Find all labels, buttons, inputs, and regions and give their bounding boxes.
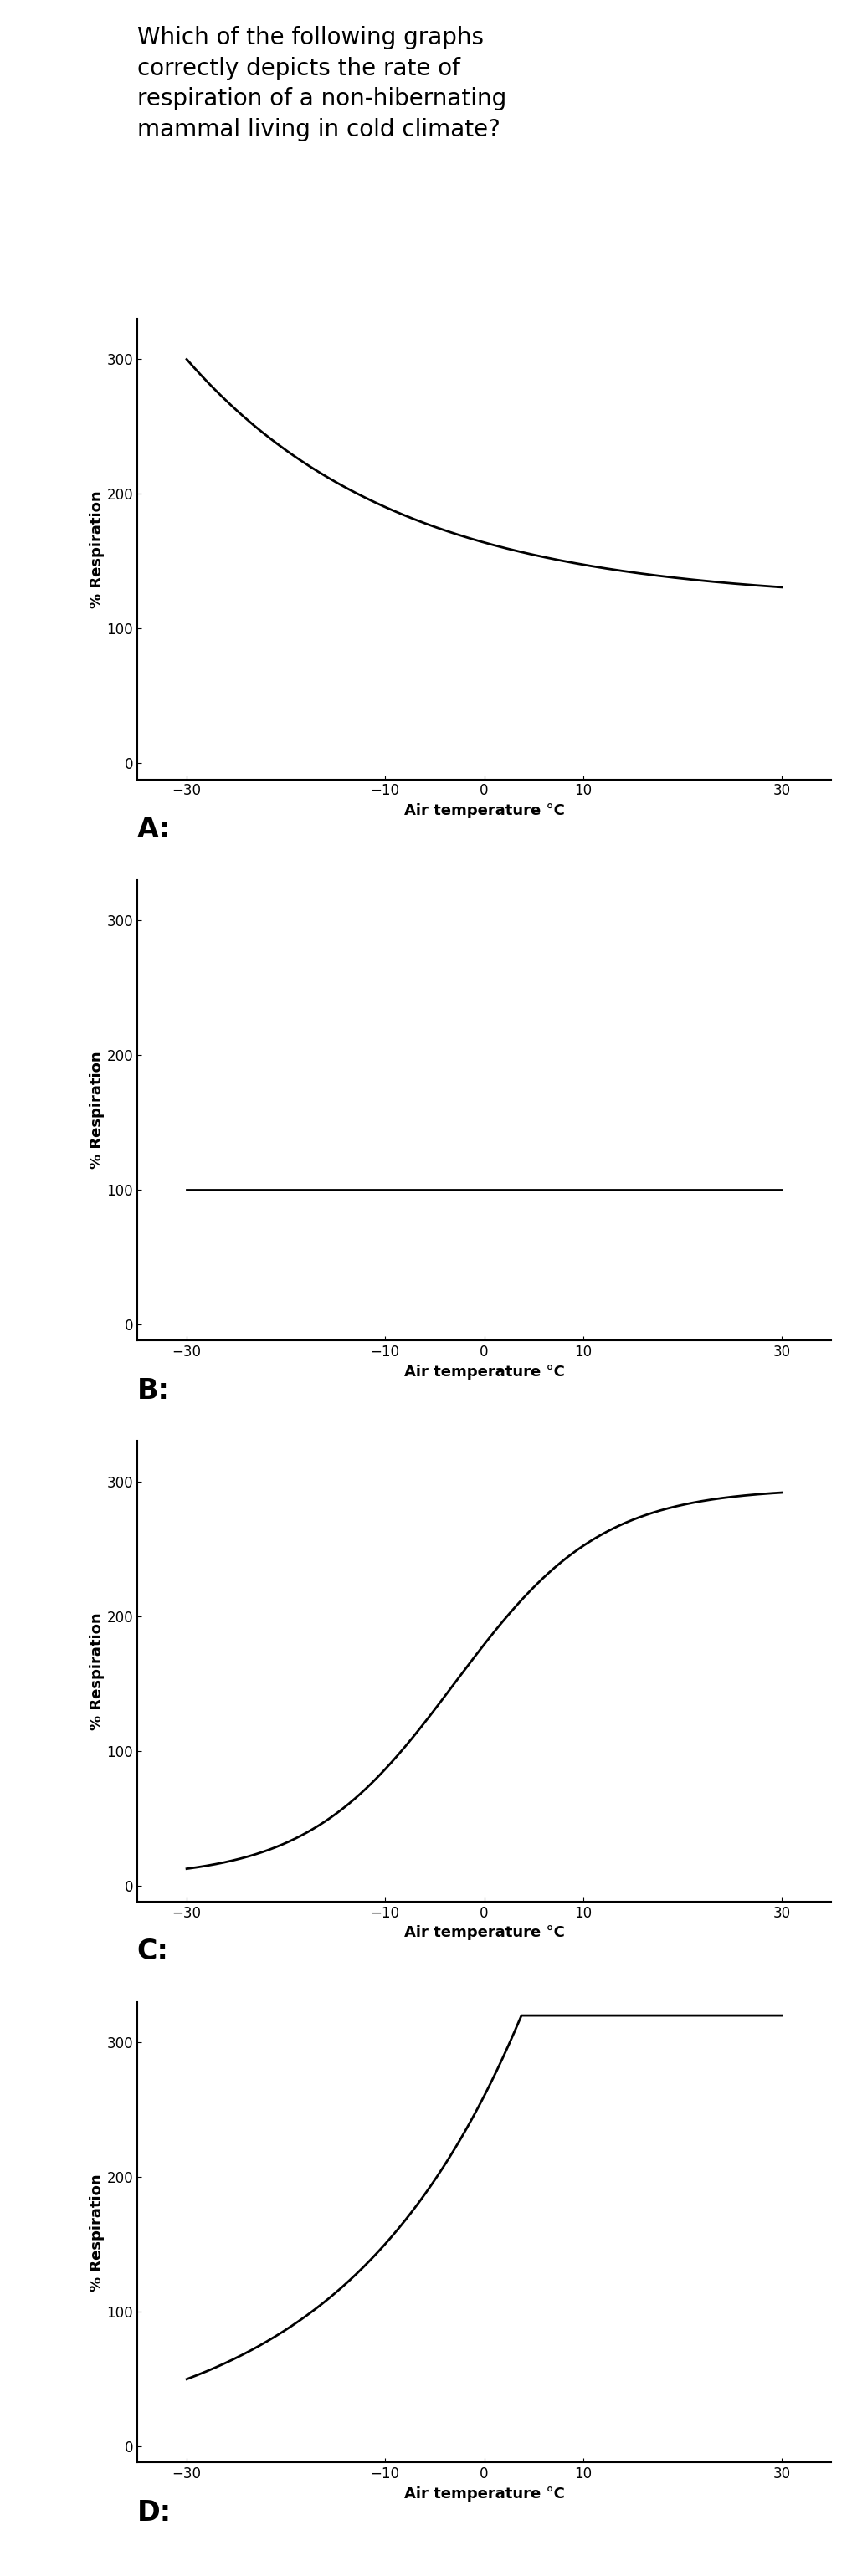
Text: D:: D: — [137, 2499, 171, 2527]
Y-axis label: % Respiration: % Respiration — [89, 1613, 105, 1731]
Y-axis label: % Respiration: % Respiration — [89, 1051, 105, 1170]
Text: C:: C: — [137, 1937, 169, 1965]
Text: B:: B: — [137, 1378, 170, 1404]
X-axis label: Air temperature °C: Air temperature °C — [404, 2486, 565, 2501]
Y-axis label: % Respiration: % Respiration — [89, 2174, 105, 2290]
Y-axis label: % Respiration: % Respiration — [89, 489, 105, 608]
X-axis label: Air temperature °C: Air temperature °C — [404, 804, 565, 819]
Text: Which of the following graphs
correctly depicts the rate of
respiration of a non: Which of the following graphs correctly … — [137, 26, 506, 142]
X-axis label: Air temperature °C: Air temperature °C — [404, 1365, 565, 1378]
X-axis label: Air temperature °C: Air temperature °C — [404, 1924, 565, 1940]
Text: A:: A: — [137, 817, 171, 842]
